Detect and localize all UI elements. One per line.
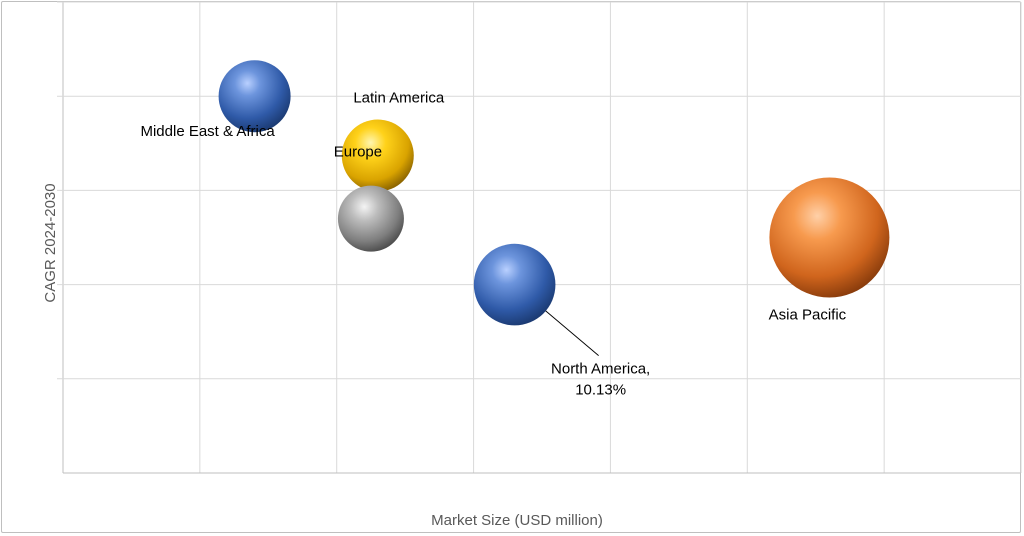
bubble-value-north-america: 10.13%	[575, 382, 626, 399]
bubble-middle-east-africa	[218, 60, 291, 133]
bubble-asia-pacific	[769, 177, 890, 298]
bubble-label-asia-pacific: Asia Pacific	[769, 307, 847, 324]
bubble-latin-america	[341, 119, 414, 192]
bubble-label-latin-america: Latin America	[353, 90, 445, 107]
bubble-north-america	[473, 243, 556, 326]
bubble-label-europe: Europe	[334, 144, 382, 161]
x-axis-title: Market Size (USD million)	[431, 512, 603, 529]
bubble-label-north-america: North America,	[551, 361, 650, 378]
bubble-europe	[337, 185, 404, 252]
bubble-label-middle-east-africa: Middle East & Africa	[140, 123, 275, 140]
y-axis-title: CAGR 2024-2030	[42, 183, 59, 302]
